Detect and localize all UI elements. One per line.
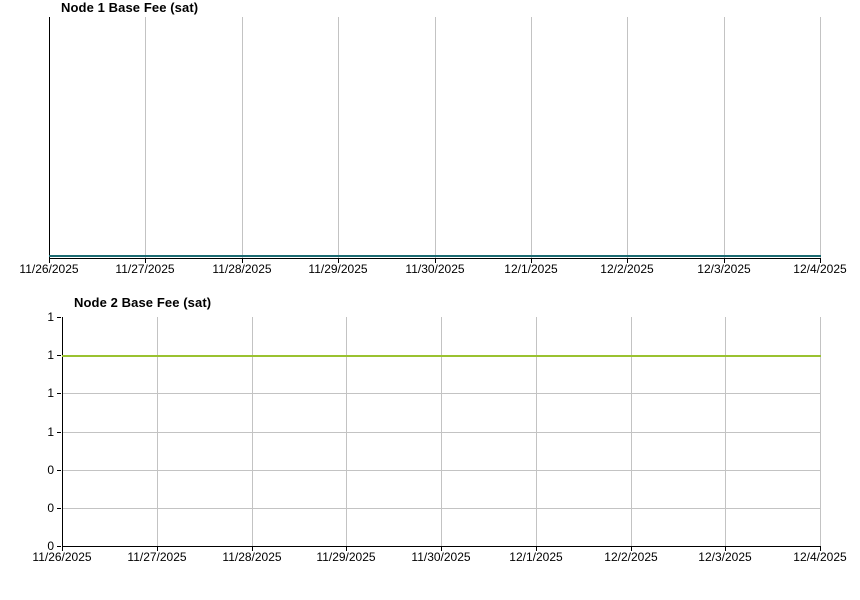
gridline-horizontal [62,470,820,471]
gridline-vertical [820,17,821,258]
x-axis-tick [252,547,253,551]
chart-panel-node-2: Node 2 Base Fee (sat) 1 1 1 1 0 0 0 11/26/2025… [0,295,860,595]
series-line-node-1 [49,255,821,257]
x-tick-label: 12/2/2025 [600,262,654,276]
x-tick-labels-node-2: 11/26/2025 11/27/2025 11/28/2025 11/29/2025… [0,550,860,570]
plot-area-node-2 [62,317,821,547]
gridline-vertical [145,17,146,258]
gridline-horizontal [62,432,820,433]
gridline-horizontal [62,508,820,509]
x-axis-tick [145,259,146,263]
gridline-vertical [627,17,628,258]
x-tick-label: 11/26/2025 [32,550,92,564]
gridline-vertical [157,317,158,546]
x-axis-tick [441,547,442,551]
chart-title-node-2: Node 2 Base Fee (sat) [74,295,212,310]
gridline-vertical [531,17,532,258]
y-tick-label: 1 [47,310,54,324]
gridline-vertical [346,317,347,546]
x-axis-tick [627,259,628,263]
x-axis-tick [724,259,725,263]
gridline-vertical [820,317,821,546]
x-tick-label: 11/26/2025 [19,262,79,276]
y-axis-node-1 [49,17,50,259]
x-tick-label: 12/4/2025 [793,550,847,564]
x-axis-tick [346,547,347,551]
x-tick-label: 11/28/2025 [222,550,282,564]
x-axis-tick [725,547,726,551]
gridline-vertical [338,17,339,258]
x-tick-label: 11/30/2025 [411,550,471,564]
y-axis-tick [57,393,61,394]
gridline-vertical [242,17,243,258]
gridline-vertical [631,317,632,546]
y-tick-label: 0 [47,539,54,553]
series-line-node-2 [62,355,821,357]
x-axis-tick [536,547,537,551]
x-tick-label: 12/3/2025 [697,262,751,276]
chart-title-node-1: Node 1 Base Fee (sat) [61,0,199,15]
y-tick-label: 0 [47,463,54,477]
y-tick-label: 1 [47,348,54,362]
y-axis-tick [57,546,61,547]
x-axis-tick [820,259,821,263]
gridline-horizontal [62,393,820,394]
x-axis-tick [242,259,243,263]
x-tick-label: 11/27/2025 [127,550,187,564]
y-axis-node-2 [62,317,63,546]
gridline-vertical [724,17,725,258]
x-tick-label: 11/28/2025 [212,262,272,276]
x-axis-tick [820,547,821,551]
x-tick-label: 12/3/2025 [698,550,752,564]
x-tick-label: 12/2/2025 [604,550,658,564]
x-tick-label: 11/29/2025 [316,550,376,564]
x-axis-tick [62,547,63,551]
y-tick-label: 0 [47,501,54,515]
y-axis-tick [57,355,61,356]
y-axis-tick [57,508,61,509]
x-axis-tick [531,259,532,263]
y-axis-tick [57,470,61,471]
x-tick-label: 11/27/2025 [115,262,175,276]
x-axis-node-2 [62,546,821,547]
y-axis-tick [57,317,61,318]
x-axis-tick [49,259,50,263]
y-axis-tick [57,432,61,433]
x-tick-label: 12/1/2025 [509,550,563,564]
x-tick-label: 12/1/2025 [504,262,558,276]
x-tick-label: 11/30/2025 [405,262,465,276]
x-axis-tick [157,547,158,551]
gridline-vertical [725,317,726,546]
x-tick-label: 12/4/2025 [793,262,847,276]
x-axis-tick [435,259,436,263]
y-tick-label: 1 [47,425,54,439]
gridline-vertical [435,17,436,258]
x-axis-node-1 [49,258,821,259]
y-tick-label: 1 [47,386,54,400]
gridline-vertical [252,317,253,546]
plot-area-node-1 [49,17,821,258]
x-axis-tick [338,259,339,263]
x-axis-tick [631,547,632,551]
gridline-vertical [536,317,537,546]
x-tick-label: 11/29/2025 [308,262,368,276]
chart-panel-node-1: Node 1 Base Fee (sat) 11/26/2025 11/27/20… [0,0,860,290]
x-tick-labels-node-1: 11/26/2025 11/27/2025 11/28/2025 11/29/2025… [0,262,860,282]
gridline-vertical [441,317,442,546]
